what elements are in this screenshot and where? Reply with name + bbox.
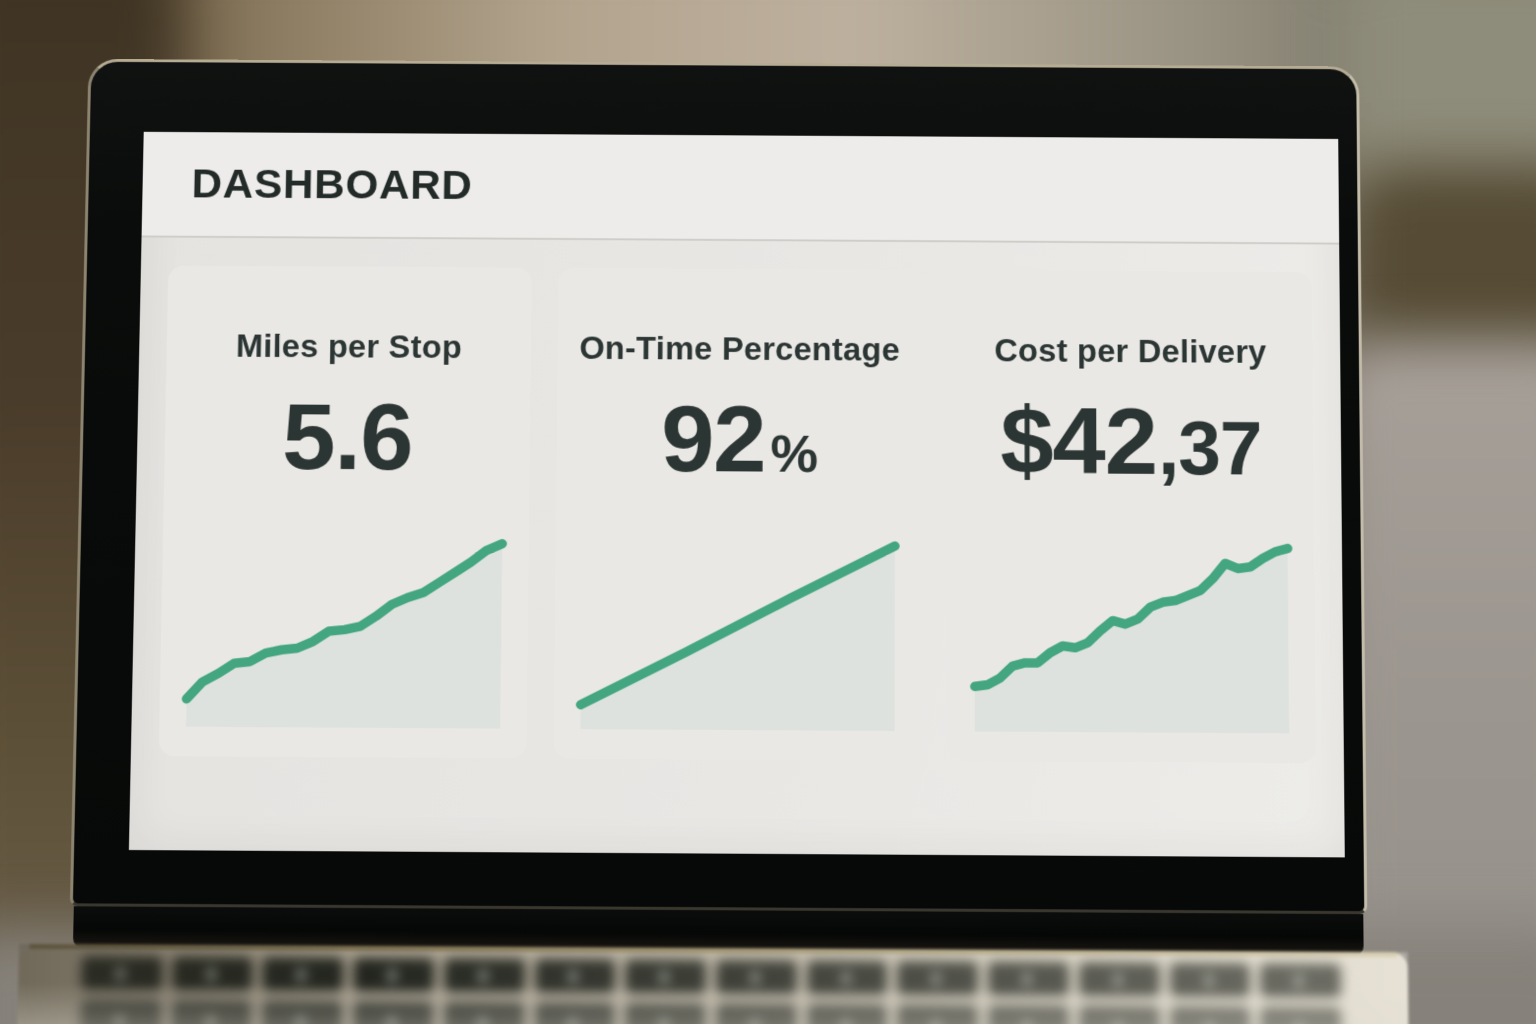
kpi-value-suffix: %	[770, 423, 818, 484]
dashboard-header: DASHBOARD	[141, 131, 1340, 245]
kpi-value-main: $42	[1000, 387, 1158, 495]
keyboard-key	[715, 1003, 797, 1024]
keyboard-key	[262, 957, 344, 992]
laptop-keyboard	[73, 956, 1348, 1024]
sparkline-area-fill	[580, 544, 895, 732]
kpi-card-on-time-percentage[interactable]: On-Time Percentage 92%	[553, 267, 922, 761]
keyboard-key	[625, 959, 707, 994]
sparkline-chart	[576, 535, 900, 732]
keyboard-key	[1169, 1006, 1251, 1024]
sparkline-chart	[970, 537, 1294, 734]
kpi-card-miles-per-stop[interactable]: Miles per Stop 5.6	[158, 265, 532, 759]
keyboard-key	[80, 956, 163, 991]
keyboard-key	[1078, 1006, 1160, 1024]
kpi-value: 92%	[661, 385, 818, 492]
kpi-cards: Miles per Stop 5.6 On-Time Percentage 92…	[131, 237, 1344, 764]
keyboard-key	[443, 958, 525, 993]
laptop-bezel: DASHBOARD Miles per Stop 5.6 On-Time Per…	[69, 58, 1368, 915]
keyboard-key	[171, 956, 254, 992]
dashboard-screen: DASHBOARD Miles per Stop 5.6 On-Time Per…	[128, 131, 1345, 858]
keyboard-key	[806, 960, 888, 996]
kpi-value: 5.6	[282, 383, 414, 490]
keyboard-key	[988, 961, 1069, 997]
keyboard-key	[353, 957, 435, 993]
keyboard-key	[897, 1005, 979, 1024]
keyboard-key	[716, 960, 797, 995]
sparkline-chart	[181, 532, 507, 729]
keyboard-key	[170, 1000, 253, 1024]
keyboard-key	[897, 961, 979, 996]
keyboard-key	[1260, 1007, 1342, 1024]
keyboard-key	[261, 1001, 343, 1024]
sparkline-area-fill	[185, 541, 503, 729]
sparkline-area-fill	[974, 546, 1290, 734]
kpi-card-cost-per-delivery[interactable]: Cost per Delivery $42,37	[948, 270, 1317, 764]
keyboard-key	[1169, 962, 1251, 998]
keyboard-key	[624, 1003, 706, 1024]
kpi-title: Miles per Stop	[235, 327, 463, 365]
kpi-value: $42,37	[1000, 387, 1262, 494]
keyboard-row	[76, 956, 1346, 998]
keyboard-key	[79, 1000, 162, 1024]
keyboard-row	[75, 1000, 1347, 1024]
kpi-title: Cost per Delivery	[994, 332, 1267, 370]
keyboard-key	[806, 1004, 888, 1024]
keyboard-key	[1078, 962, 1160, 997]
keyboard-key	[533, 1002, 616, 1024]
kpi-value-main: 92	[660, 385, 766, 493]
page-title: DASHBOARD	[191, 160, 473, 209]
keyboard-key	[443, 1002, 525, 1024]
kpi-value-suffix: ,37	[1157, 406, 1262, 492]
laptop-keyboard-deck	[15, 943, 1410, 1024]
keyboard-key	[534, 958, 616, 994]
kpi-title: On-Time Percentage	[579, 329, 901, 368]
keyboard-key	[988, 1005, 1070, 1024]
laptop: DASHBOARD Miles per Stop 5.6 On-Time Per…	[15, 58, 1410, 1024]
keyboard-key	[352, 1001, 434, 1024]
kpi-value-main: 5.6	[281, 383, 414, 490]
keyboard-key	[1260, 963, 1342, 998]
